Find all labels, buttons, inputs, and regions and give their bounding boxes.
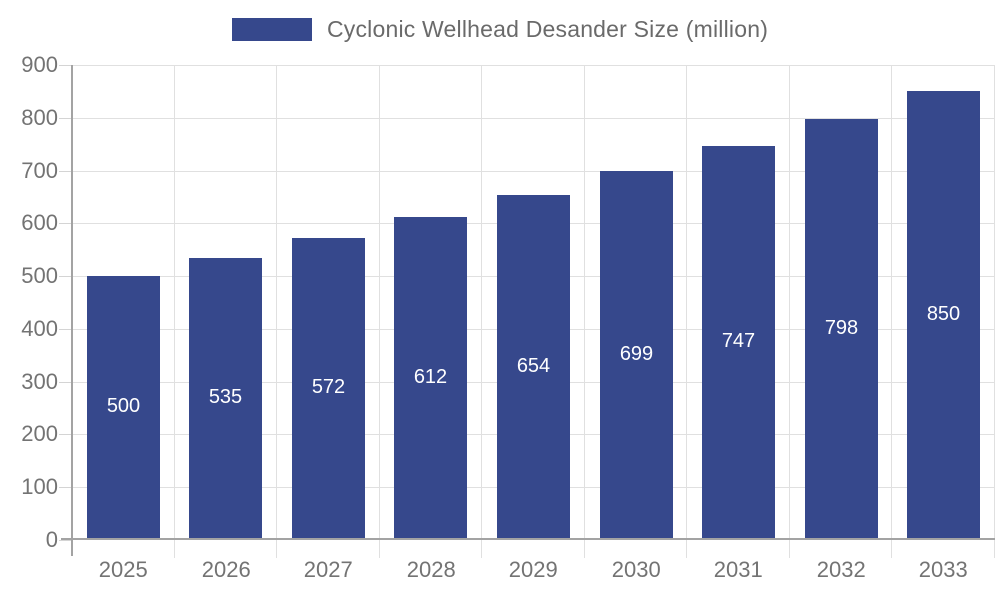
y-tick-mark bbox=[59, 276, 72, 278]
v-gridline bbox=[584, 65, 585, 558]
x-tick-label: 2027 bbox=[303, 557, 353, 582]
bar-value-label: 798 bbox=[824, 316, 859, 339]
x-tick-label: 2030 bbox=[611, 557, 661, 582]
v-gridline bbox=[481, 65, 482, 558]
bar-value-label: 500 bbox=[106, 395, 141, 417]
y-tick-label: 400 bbox=[21, 315, 58, 341]
bar bbox=[394, 217, 467, 540]
bar-value-label: 572 bbox=[311, 376, 346, 398]
plot-area: 0 100 200 300 400 500 600 700 800 900 500 2025 535 20… bbox=[21, 52, 995, 582]
h-gridline bbox=[72, 170, 995, 172]
bar-value-label: 535 bbox=[208, 386, 243, 408]
y-tick-mark bbox=[59, 381, 72, 383]
legend-label: Cyclonic Wellhead Desander Size (million… bbox=[326, 16, 769, 42]
bar-value-label: 612 bbox=[413, 365, 448, 388]
x-axis-line bbox=[61, 538, 995, 540]
x-tick-label: 2031 bbox=[713, 557, 763, 582]
y-tick-label: 0 bbox=[45, 527, 58, 552]
v-gridline bbox=[174, 65, 175, 558]
y-tick-label: 600 bbox=[21, 210, 58, 236]
x-tick-label: 2025 bbox=[98, 557, 148, 582]
v-gridline bbox=[276, 65, 277, 558]
y-tick-label: 900 bbox=[21, 52, 58, 77]
y-tick-mark bbox=[59, 170, 72, 172]
bar bbox=[907, 91, 980, 540]
x-tick-label: 2026 bbox=[201, 557, 251, 582]
bar-value-label: 747 bbox=[721, 330, 756, 352]
y-tick-label: 200 bbox=[21, 421, 58, 447]
y-tick-mark bbox=[59, 117, 72, 119]
y-tick-label: 300 bbox=[21, 368, 58, 394]
y-tick-mark bbox=[59, 540, 72, 541]
y-tick-mark bbox=[59, 65, 72, 66]
v-gridline bbox=[789, 65, 790, 558]
y-tick-label: 100 bbox=[21, 474, 58, 500]
y-tick-mark bbox=[59, 487, 72, 489]
x-tick-label: 2032 bbox=[816, 557, 866, 582]
v-gridline bbox=[994, 65, 995, 558]
legend-swatch bbox=[231, 18, 312, 41]
bar bbox=[805, 119, 878, 540]
bar bbox=[497, 195, 570, 540]
x-tick-label: 2033 bbox=[918, 557, 968, 582]
bar-value-label: 654 bbox=[516, 354, 551, 377]
legend-item[interactable]: Cyclonic Wellhead Desander Size (million… bbox=[0, 16, 1000, 43]
x-tick-label: 2029 bbox=[508, 557, 558, 582]
y-tick-label: 500 bbox=[21, 263, 58, 289]
y-tick-label: 800 bbox=[21, 104, 58, 130]
x-tick-label: 2028 bbox=[406, 557, 456, 582]
bar-value-label: 699 bbox=[619, 342, 654, 365]
bar bbox=[600, 171, 673, 540]
y-tick-mark bbox=[59, 434, 72, 436]
y-axis-line bbox=[71, 65, 73, 556]
y-tick-mark bbox=[59, 328, 72, 330]
bar bbox=[87, 276, 160, 540]
bar bbox=[189, 258, 262, 540]
y-tick-label: 700 bbox=[21, 157, 58, 183]
h-gridline bbox=[72, 117, 995, 119]
v-gridline bbox=[891, 65, 892, 558]
v-gridline bbox=[686, 65, 687, 558]
bar bbox=[702, 146, 775, 540]
h-gridline bbox=[72, 65, 995, 66]
y-tick-mark bbox=[59, 223, 72, 225]
v-gridline bbox=[379, 65, 380, 558]
bar bbox=[292, 238, 365, 540]
bar-value-label: 850 bbox=[926, 302, 961, 325]
